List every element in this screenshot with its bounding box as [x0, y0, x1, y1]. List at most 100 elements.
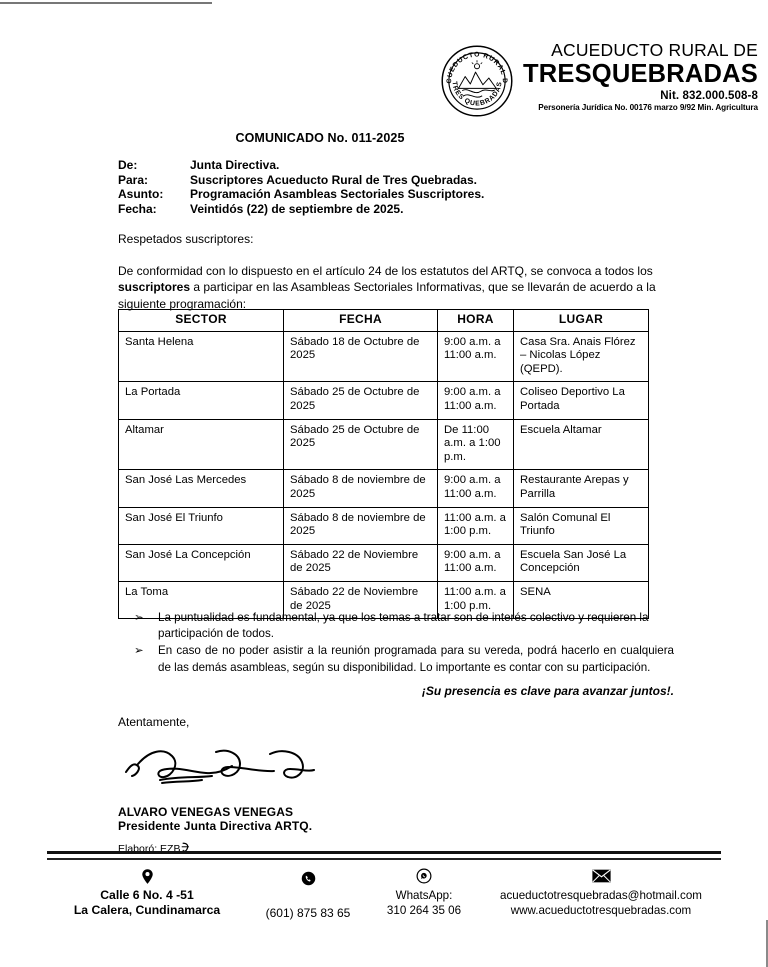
footer-website-url[interactable]: www.acueductotresquebradas.com	[510, 904, 692, 917]
initials-mark-icon	[181, 841, 191, 857]
cell-sector: Santa Helena	[118, 330, 284, 383]
arrow-bullet-icon: ➢	[134, 645, 144, 658]
table-row: San José La Concepción Sábado 22 de Novi…	[118, 543, 649, 582]
footer-whatsapp-number[interactable]: 310 264 35 06	[386, 904, 462, 917]
telephone-icon	[301, 868, 316, 888]
memo-label-de: De:	[118, 158, 138, 172]
signatory-role: Presidente Junta Directiva ARTQ.	[118, 819, 313, 833]
memo-row-asunto: Asunto: Programación Asambleas Sectorial…	[118, 187, 484, 202]
schedule-table-container: SECTOR FECHA HORA LUGAR Santa Helena Sáb…	[118, 309, 649, 620]
intro-paragraph: De conformidad con lo dispuesto en el ar…	[118, 263, 670, 312]
cell-fecha: Sábado 8 de noviembre de 2025	[283, 469, 438, 508]
footer-address-line-2: La Calera, Cundinamarca	[73, 903, 221, 917]
page-title: COMUNICADO No. 011-2025	[235, 131, 405, 145]
table-row: Altamar Sábado 25 de Octubre de 2025 De …	[118, 418, 649, 471]
cell-hora: 9:00 a.m. a 11:00 a.m.	[437, 381, 514, 420]
memo-value-asunto: Programación Asambleas Sectoriales Suscr…	[190, 187, 485, 202]
memo-label-asunto: Asunto:	[118, 187, 164, 202]
letterhead: ACUEDUCTO RURAL DE TRES QUEBRADAS	[437, 39, 758, 118]
footer-whatsapp-label: WhatsApp:	[395, 889, 453, 902]
memo-label-para: Para:	[118, 172, 149, 187]
memo-header-block: De: Junta Directiva. Para: Suscriptores …	[118, 158, 484, 216]
footer-phone-number[interactable]: (601) 875 83 65	[265, 906, 351, 920]
greeting-text: Respetados suscriptores:	[118, 232, 254, 246]
col-header-hora: HORA	[437, 309, 514, 332]
closing-text: Atentamente,	[118, 715, 190, 729]
cell-lugar: Salón Comunal El Triunfo	[513, 506, 649, 545]
brand-personeria-juridica: Personería Jurídica No. 00176 marzo 9/92…	[538, 102, 758, 112]
intro-part-1: De conformidad con lo dispuesto en el ar…	[118, 264, 653, 278]
table-row: San José El Triunfo Sábado 8 de noviembr…	[118, 506, 649, 545]
table-header-row: SECTOR FECHA HORA LUGAR	[118, 309, 649, 332]
brand-line-1: ACUEDUCTO RURAL DE	[551, 40, 758, 60]
cell-hora: 11:00 a.m. a 1:00 p.m.	[437, 580, 514, 620]
table-row: La Portada Sábado 25 de Octubre de 2025 …	[118, 381, 649, 420]
col-header-fecha: FECHA	[283, 309, 438, 332]
cell-sector: San José La Concepción	[118, 543, 284, 582]
brand-nit: Nit. 832.000.508-8	[660, 89, 758, 102]
memo-label-fecha: Fecha:	[118, 201, 157, 216]
cell-fecha: Sábado 18 de Octubre de 2025	[283, 330, 438, 383]
schedule-table: SECTOR FECHA HORA LUGAR Santa Helena Sáb…	[118, 309, 649, 620]
cell-hora: De 11:00 a.m. a 1:00 p.m.	[437, 418, 514, 471]
cell-hora: 9:00 a.m. a 11:00 a.m.	[437, 330, 514, 383]
footer-phone-block: (601) 875 83 65	[247, 866, 369, 921]
memo-row-para: Para: Suscriptores Acueducto Rural de Tr…	[118, 173, 484, 188]
svg-text:TRES QUEBRADAS: TRES QUEBRADAS	[450, 81, 503, 108]
prepared-by: Elaboró: EZB	[118, 841, 191, 857]
memo-value-de: Junta Directiva.	[190, 158, 280, 172]
cell-sector: La Portada	[118, 381, 284, 420]
cell-fecha: Sábado 22 de Noviembre de 2025	[283, 543, 438, 582]
whatsapp-icon	[416, 866, 432, 886]
list-item: ➢ En caso de no poder asistir a la reuni…	[134, 643, 674, 675]
cell-hora: 9:00 a.m. a 11:00 a.m.	[437, 469, 514, 508]
cell-lugar: Casa Sra. Anais Flórez – Nicolas López (…	[513, 330, 649, 383]
intro-part-2: a participar en las Asambleas Sectoriale…	[118, 280, 656, 311]
note-text: En caso de no poder asistir a la reunión…	[158, 644, 674, 674]
cell-hora: 9:00 a.m. a 11:00 a.m.	[437, 543, 514, 582]
footer-divider-thick	[47, 851, 721, 854]
footer: Calle 6 No. 4 -51 La Calera, Cundinamarc…	[47, 866, 723, 921]
col-header-lugar: LUGAR	[513, 309, 649, 332]
cell-fecha: Sábado 25 de Octubre de 2025	[283, 381, 438, 420]
memo-row-de: De: Junta Directiva.	[118, 158, 484, 173]
cell-fecha: Sábado 25 de Octubre de 2025	[283, 418, 438, 471]
cell-sector: La Toma	[118, 580, 284, 620]
cell-lugar: Coliseo Deportivo La Portada	[513, 381, 649, 420]
notes-list: ➢ La puntualidad es fundamental, ya que …	[134, 610, 674, 677]
footer-email-block: acueductotresquebradas@hotmail.com www.a…	[479, 866, 723, 918]
memo-row-fecha: Fecha: Veintidós (22) de septiembre de 2…	[118, 202, 484, 217]
table-row: Santa Helena Sábado 18 de Octubre de 202…	[118, 330, 649, 383]
cell-sector: San José El Triunfo	[118, 506, 284, 545]
scan-edge-right	[766, 920, 768, 967]
footer-address-line-1: Calle 6 No. 4 -51	[100, 888, 194, 902]
slogan-text: ¡Su presencia es clave para avanzar junt…	[421, 684, 674, 698]
memo-value-para: Suscriptores Acueducto Rural de Tres Que…	[190, 172, 477, 187]
brand-block: ACUEDUCTO RURAL DE TRESQUEBRADAS Nit. 83…	[523, 40, 758, 112]
scan-edge-top	[0, 2, 212, 4]
acueducto-seal-icon: ACUEDUCTO RURAL DE TRES QUEBRADAS	[437, 39, 514, 118]
col-header-sector: SECTOR	[118, 309, 284, 332]
cell-lugar: Escuela Altamar	[513, 418, 649, 471]
footer-email-address[interactable]: acueductotresquebradas@hotmail.com	[500, 889, 702, 902]
table-row: San José Las Mercedes Sábado 8 de noviem…	[118, 469, 649, 508]
cell-lugar: SENA	[513, 580, 649, 620]
memo-value-fecha: Veintidós (22) de septiembre de 2025.	[190, 201, 404, 216]
arrow-bullet-icon: ➢	[134, 612, 144, 624]
signatory-name: ALVARO VENEGAS VENEGAS	[118, 805, 294, 819]
footer-divider-thin	[47, 858, 721, 860]
svg-text:ACUEDUCTO RURAL DE: ACUEDUCTO RURAL DE	[440, 44, 508, 84]
envelope-icon	[591, 866, 611, 886]
cell-lugar: Restaurante Arepas y Parrilla	[513, 469, 649, 508]
cell-hora: 11:00 a.m. a 1:00 p.m.	[437, 506, 514, 545]
table-row: La Toma Sábado 22 de Noviembre de 2025 1…	[118, 580, 649, 620]
cell-lugar: Escuela San José La Concepción	[513, 543, 649, 582]
cell-fecha: Sábado 22 de Noviembre de 2025	[283, 580, 438, 620]
list-item: ➢ La puntualidad es fundamental, ya que …	[134, 610, 674, 642]
handwritten-signature	[120, 742, 320, 790]
location-pin-icon	[141, 866, 154, 886]
cell-fecha: Sábado 8 de noviembre de 2025	[283, 506, 438, 545]
footer-address-block: Calle 6 No. 4 -51 La Calera, Cundinamarc…	[47, 866, 247, 918]
footer-whatsapp-block: WhatsApp: 310 264 35 06	[369, 866, 479, 918]
